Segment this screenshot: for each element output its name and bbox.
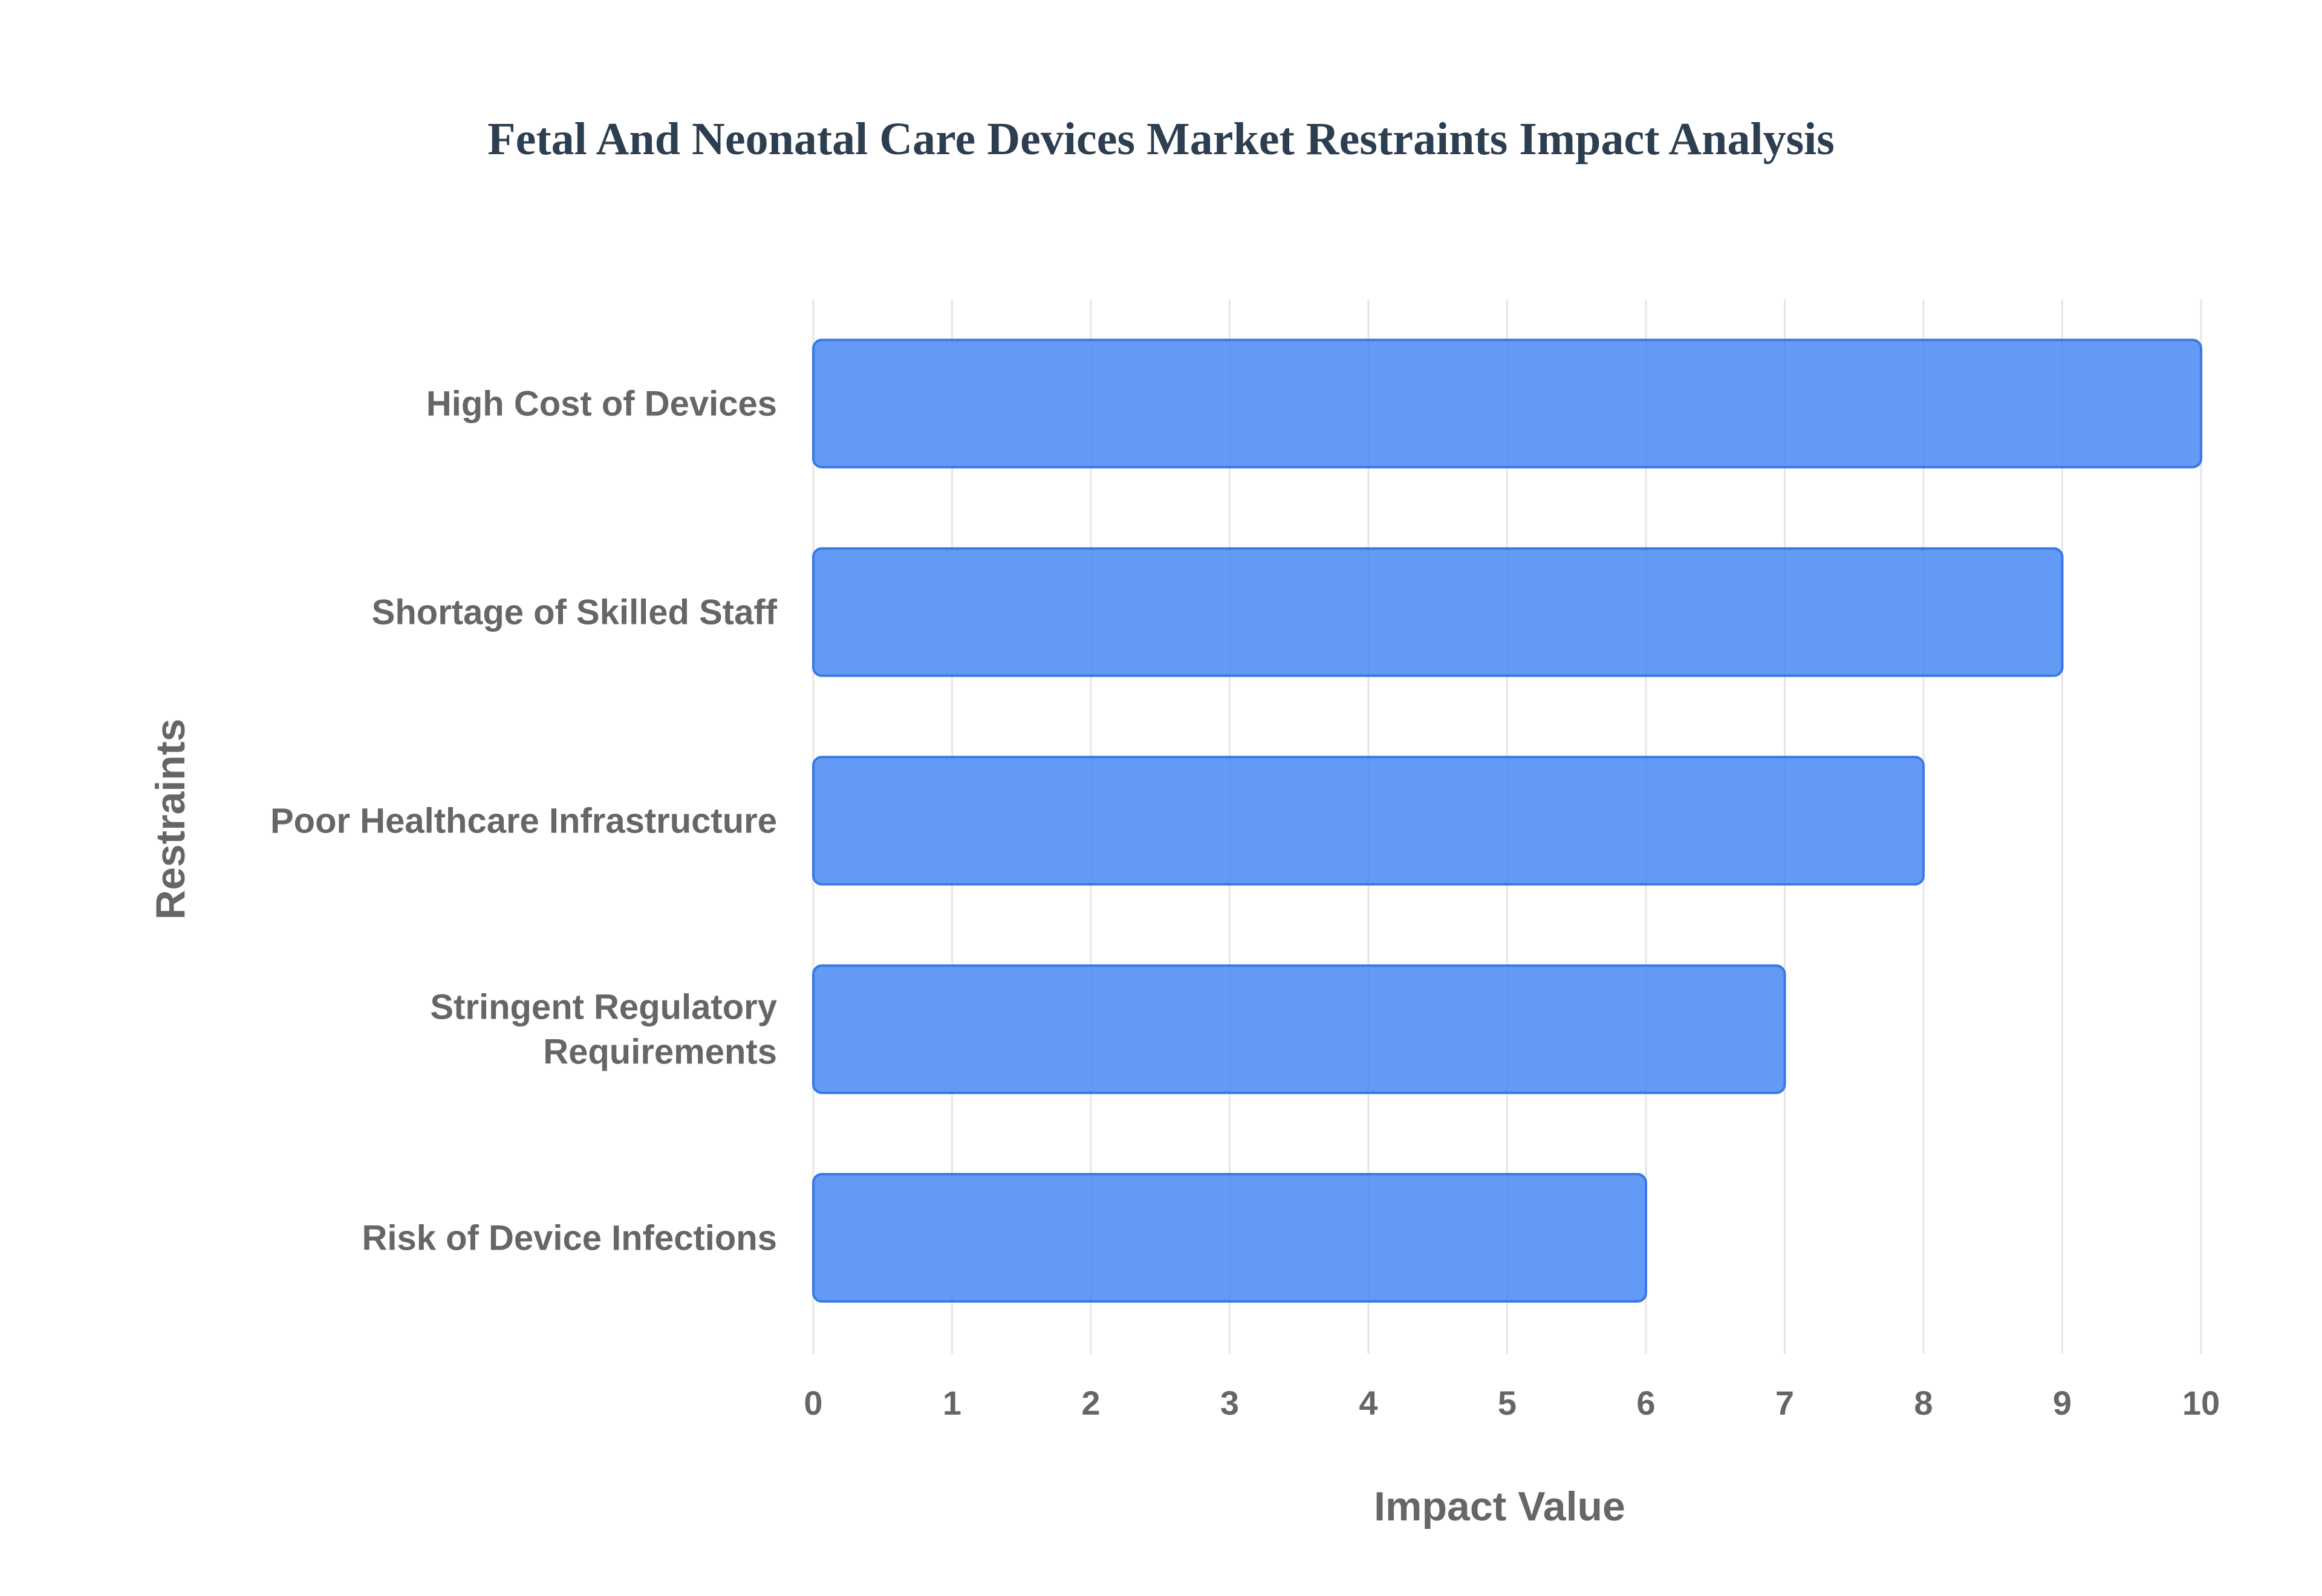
x-tick-label: 8 (1914, 1384, 1933, 1422)
bar[interactable] (812, 964, 1786, 1094)
category-label-line: High Cost of Devices (426, 384, 777, 424)
x-tick-label: 0 (804, 1384, 822, 1422)
x-tick-label: 2 (1081, 1384, 1100, 1422)
y-axis-title: Restraints (148, 719, 194, 920)
category-label: Stringent Regulatory Requirements (430, 988, 777, 1072)
category-label-line: Requirements (543, 1033, 777, 1072)
x-tick-label: 1 (943, 1384, 961, 1422)
category-label-line: Risk of Device Infections (362, 1219, 777, 1258)
x-tick-label: 3 (1220, 1384, 1239, 1422)
category-label-line: Stringent Regulatory (430, 988, 777, 1027)
x-tick-label: 6 (1636, 1384, 1655, 1422)
category-label: Risk of Device Infections (362, 1219, 777, 1258)
category-label-line: Shortage of Skilled Staff (372, 593, 778, 632)
bar[interactable] (812, 1173, 1647, 1303)
x-tick-labels: 0 1 2 3 4 5 6 7 8 9 10 (804, 1384, 2220, 1422)
category-labels: High Cost of Devices Shortage of Skilled … (270, 384, 778, 1258)
category-label: High Cost of Devices (426, 384, 777, 424)
x-tick-label: 10 (2182, 1384, 2220, 1422)
bars (812, 339, 2202, 1303)
category-label: Poor Healthcare Infrastructure (270, 802, 777, 841)
bar[interactable] (812, 547, 2064, 677)
x-axis-title: Impact Value (1374, 1484, 1625, 1529)
chart-title: Fetal And Neonatal Care Devices Market R… (487, 114, 1835, 164)
bar[interactable] (812, 339, 2202, 469)
category-label-line: Poor Healthcare Infrastructure (270, 802, 777, 841)
x-tick-label: 5 (1498, 1384, 1517, 1422)
category-label: Shortage of Skilled Staff (372, 593, 778, 632)
x-tick-label: 9 (2053, 1384, 2072, 1422)
x-tick-label: 7 (1775, 1384, 1794, 1422)
bar[interactable] (812, 756, 1925, 886)
x-tick-label: 4 (1359, 1384, 1377, 1422)
